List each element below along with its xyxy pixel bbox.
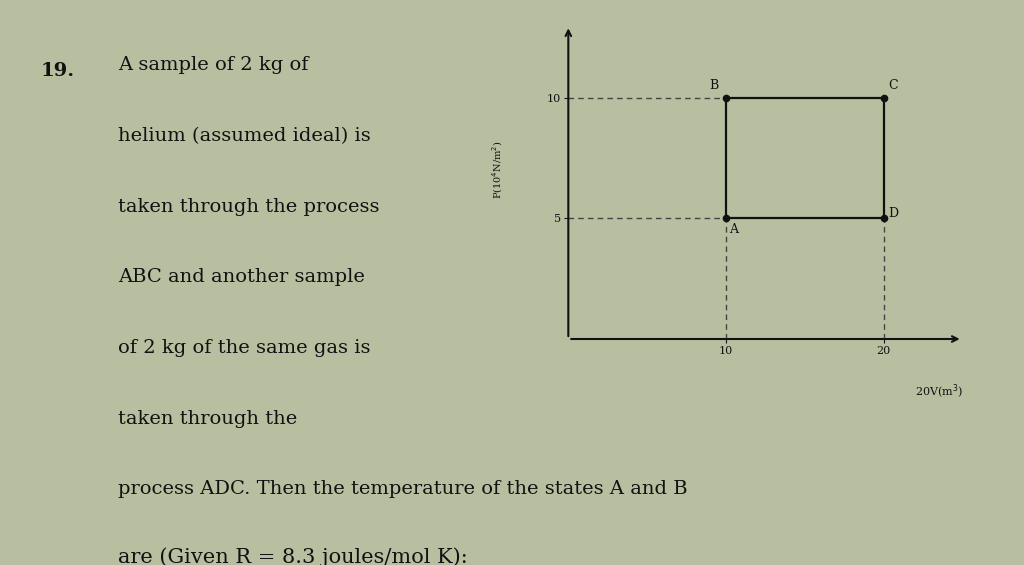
- Text: B: B: [709, 79, 718, 92]
- Text: D: D: [889, 207, 899, 220]
- Text: C: C: [889, 79, 898, 92]
- Text: A sample of 2 kg of: A sample of 2 kg of: [118, 56, 308, 75]
- Text: taken through the: taken through the: [118, 410, 297, 428]
- Text: are (Given R = 8.3 joules/mol K):: are (Given R = 8.3 joules/mol K):: [118, 547, 468, 565]
- Text: 20V(m$^3$): 20V(m$^3$): [915, 383, 964, 401]
- Text: ABC and another sample: ABC and another sample: [118, 268, 365, 286]
- Text: P(10$^4$N/m$^2$): P(10$^4$N/m$^2$): [490, 141, 505, 199]
- Text: process ADC. Then the temperature of the states A and B: process ADC. Then the temperature of the…: [118, 480, 687, 498]
- Text: helium (assumed ideal) is: helium (assumed ideal) is: [118, 127, 371, 145]
- Text: taken through the process: taken through the process: [118, 198, 379, 216]
- Text: A: A: [729, 223, 738, 236]
- Text: of 2 kg of the same gas is: of 2 kg of the same gas is: [118, 339, 371, 357]
- Text: 19.: 19.: [41, 62, 75, 80]
